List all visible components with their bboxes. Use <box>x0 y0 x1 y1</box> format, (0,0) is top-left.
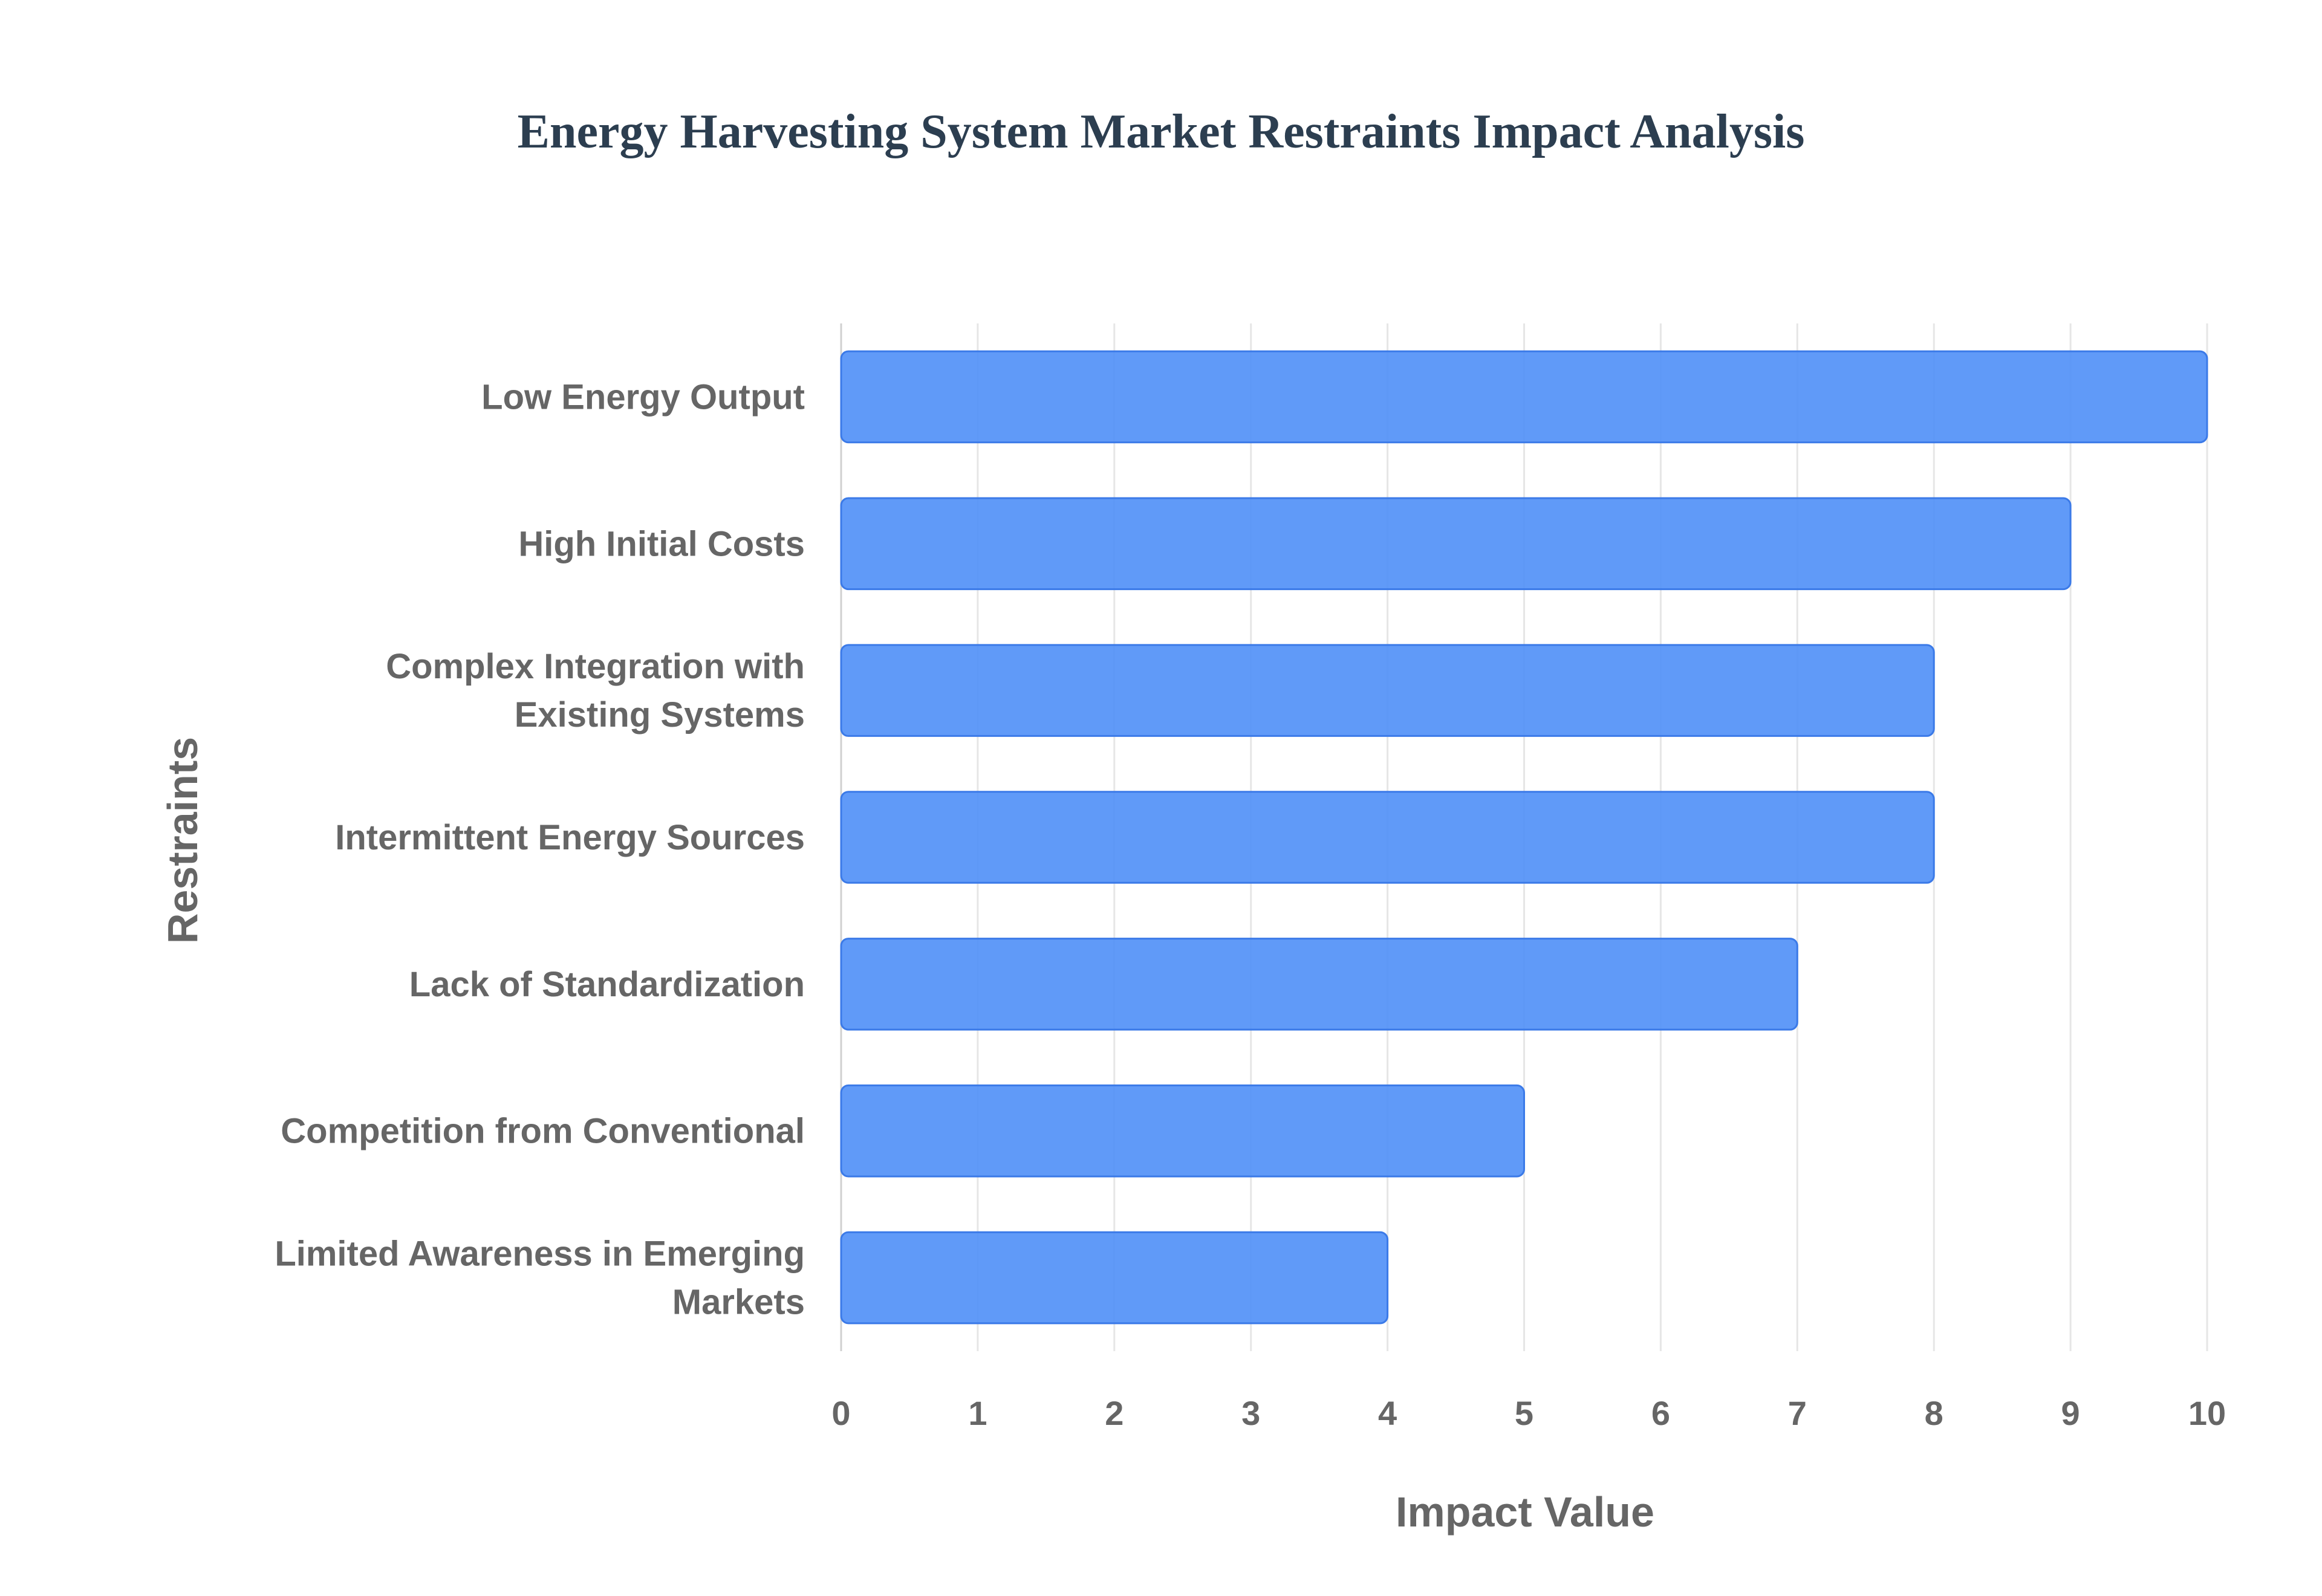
category-label: Competition from Conventional <box>281 1112 805 1151</box>
x-tick-label: 6 <box>1651 1394 1670 1432</box>
bar <box>840 1231 1389 1325</box>
x-tick-labels: 0 1 2 3 4 5 6 7 8 9 10 <box>831 1394 2226 1432</box>
x-tick-label: 8 <box>1925 1394 1943 1432</box>
x-tick-label: 0 <box>831 1394 850 1432</box>
x-tick-label: 10 <box>2188 1394 2226 1432</box>
y-axis-title: Restraints <box>159 737 206 944</box>
bar <box>840 791 1935 884</box>
chart-title: Energy Harvesting System Market Restrain… <box>517 105 1805 158</box>
x-tick-label: 5 <box>1515 1394 1533 1432</box>
x-tick-label: 2 <box>1105 1394 1124 1432</box>
bar <box>840 938 1798 1031</box>
category-label: High Initial Costs <box>518 524 805 563</box>
category-labels: Low Energy Output High Initial Costs Compl… <box>275 377 805 1322</box>
x-tick-label: 4 <box>1378 1394 1397 1432</box>
category-label: Lack of Standardization <box>409 965 805 1004</box>
bar <box>840 1084 1525 1178</box>
category-label: Complex Integration with Existing Systems <box>386 647 805 735</box>
x-tick-label: 9 <box>2061 1394 2080 1432</box>
bar <box>840 350 2208 444</box>
category-label: Limited Awareness in Emerging Markets <box>275 1234 805 1322</box>
x-tick-label: 3 <box>1241 1394 1260 1432</box>
bar <box>840 497 2072 591</box>
bars <box>840 350 2208 1325</box>
x-axis-title: Impact Value <box>1396 1488 1654 1536</box>
category-label: Intermittent Energy Sources <box>335 818 805 857</box>
category-label: Low Energy Output <box>481 377 805 417</box>
x-tick-label: 1 <box>968 1394 987 1432</box>
x-tick-label: 7 <box>1788 1394 1807 1432</box>
bar <box>840 644 1935 737</box>
